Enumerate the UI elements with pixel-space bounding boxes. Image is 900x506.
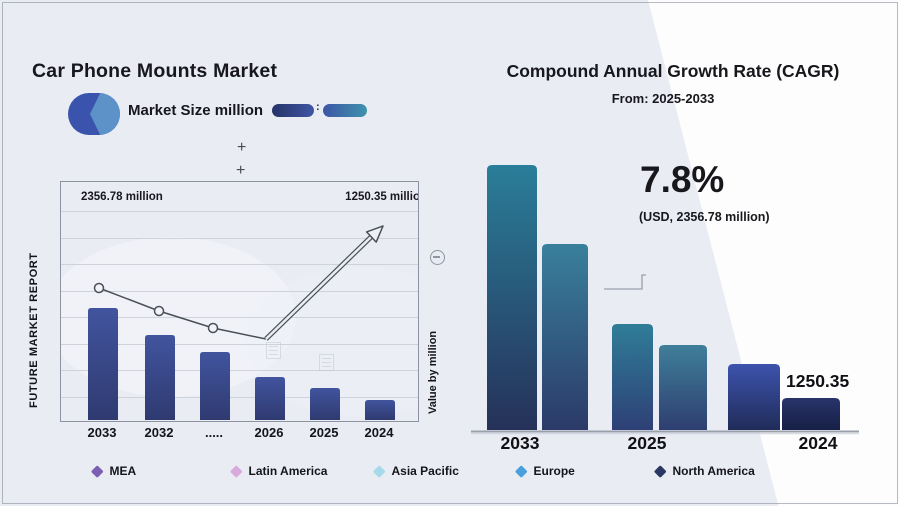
x-axis-label: ..... bbox=[204, 425, 224, 440]
trend-line-and-arrow bbox=[93, 225, 384, 341]
end-value-label: 1250.35 million bbox=[345, 191, 419, 203]
gridline bbox=[61, 344, 418, 345]
bar-series bbox=[487, 165, 840, 430]
legend-item: Europe bbox=[515, 464, 575, 478]
plus-icon: + bbox=[237, 139, 247, 156]
trend-marker bbox=[153, 305, 165, 317]
bar bbox=[200, 352, 230, 420]
diamond-icon bbox=[515, 464, 528, 478]
cagr-subtitle: From: 2025-2033 bbox=[611, 91, 715, 106]
cagr-value: 7.8% bbox=[640, 159, 725, 200]
trend-line bbox=[98, 287, 267, 340]
plus-icon: + bbox=[236, 162, 246, 179]
bar bbox=[145, 335, 175, 420]
gridline bbox=[61, 370, 418, 371]
arrow-shaft bbox=[265, 236, 372, 340]
step-icon bbox=[604, 274, 646, 290]
gridline bbox=[61, 238, 418, 239]
cagr-bars bbox=[471, 165, 859, 435]
gridline bbox=[61, 317, 418, 318]
arrow-head-icon bbox=[365, 225, 384, 243]
cagr-chart bbox=[465, 160, 865, 436]
ratio-pill-left-icon bbox=[272, 104, 314, 117]
market-size-bars-and-trend bbox=[88, 225, 395, 420]
x-axis-label: 2026 bbox=[254, 425, 284, 440]
right-x-axis: 2033 2025 2024 bbox=[0, 433, 900, 455]
trend-marker bbox=[93, 282, 105, 294]
bar bbox=[365, 400, 395, 420]
x-axis-label: 2025 bbox=[627, 433, 667, 453]
bar bbox=[487, 165, 537, 430]
legend-item: Latin America bbox=[230, 464, 328, 478]
x-axis-label: 2033 bbox=[87, 425, 117, 440]
legend-label: Latin America bbox=[248, 464, 328, 478]
left-x-axis: 2033 2032..... 2026 2025 2024 bbox=[60, 425, 417, 443]
x-axis-label: 2025 bbox=[309, 425, 339, 440]
value-callout: 1250.35 bbox=[786, 371, 850, 391]
legend-label: Europe bbox=[533, 464, 575, 478]
bar bbox=[310, 388, 340, 420]
bar bbox=[255, 377, 285, 420]
cagr-note: (USD, 2356.78 million) bbox=[639, 210, 770, 224]
region-legend: MEA Latin America Asia Pacific Europe North … bbox=[0, 464, 900, 484]
bar bbox=[88, 308, 118, 420]
page-title: Car Phone Mounts Market bbox=[32, 60, 278, 82]
x-axis-label: 2024 bbox=[364, 425, 394, 440]
ratio-separator: : bbox=[316, 101, 320, 113]
start-value-label: 2356.78 million bbox=[81, 191, 163, 203]
gridline bbox=[61, 211, 418, 212]
diamond-icon bbox=[654, 464, 667, 478]
bar bbox=[542, 244, 588, 430]
diamond-icon bbox=[373, 464, 386, 478]
cylinder-icon bbox=[68, 93, 120, 135]
bar bbox=[782, 398, 840, 430]
minus-circle-icon bbox=[430, 250, 445, 265]
x-axis-label: 2032 bbox=[144, 425, 174, 440]
legend-label: Asia Pacific bbox=[391, 464, 459, 478]
market-size-label: Market Size million bbox=[128, 102, 264, 119]
legend-item: North America bbox=[654, 464, 755, 478]
bar bbox=[612, 324, 653, 430]
trend-marker bbox=[207, 322, 219, 334]
legend-label: MEA bbox=[109, 464, 137, 478]
side-watermark: FUTURE MARKET REPORT bbox=[28, 252, 40, 408]
diamond-icon bbox=[230, 464, 243, 478]
x-axis-label: 2024 bbox=[798, 433, 838, 453]
x-axis-label: 2033 bbox=[500, 433, 540, 453]
document-watermark-icon bbox=[266, 342, 281, 359]
legend-item: MEA bbox=[91, 464, 137, 478]
y-axis-label: Value by million bbox=[427, 330, 439, 414]
bar-series bbox=[88, 308, 395, 420]
gridline bbox=[61, 291, 418, 292]
cagr-title: Compound Annual Growth Rate (CAGR) bbox=[506, 61, 840, 81]
diamond-icon bbox=[91, 464, 104, 478]
market-size-chart: 2356.78 million 1250.35 million bbox=[60, 181, 419, 422]
document-watermark-icon bbox=[319, 354, 334, 371]
gridline bbox=[61, 264, 418, 265]
bar bbox=[728, 364, 780, 430]
legend-label: North America bbox=[672, 464, 755, 478]
legend-item: Asia Pacific bbox=[373, 464, 459, 478]
ratio-pill-right-icon bbox=[323, 104, 367, 117]
cylinder-facet-icon bbox=[90, 93, 120, 135]
bar bbox=[659, 345, 707, 430]
gridline bbox=[61, 397, 418, 398]
